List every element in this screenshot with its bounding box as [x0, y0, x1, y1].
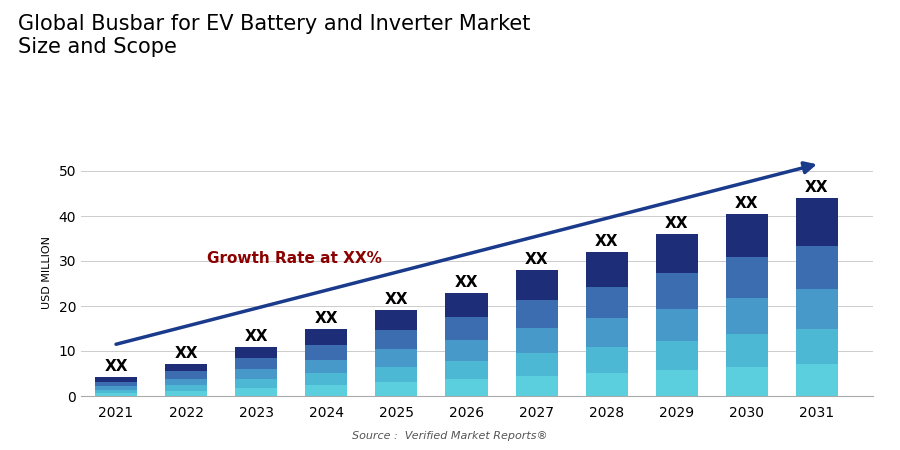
Bar	[656, 273, 698, 309]
Bar	[446, 340, 488, 361]
Text: XX: XX	[806, 180, 829, 195]
Bar	[446, 379, 488, 396]
Bar	[305, 373, 347, 385]
Bar	[656, 234, 698, 273]
Bar	[586, 347, 627, 373]
Bar	[796, 289, 838, 328]
Bar	[796, 328, 838, 364]
Bar	[165, 385, 207, 391]
Text: XX: XX	[175, 346, 198, 361]
Text: XX: XX	[104, 360, 128, 374]
Text: Source :  Verified Market Reports®: Source : Verified Market Reports®	[352, 431, 548, 441]
Bar	[235, 388, 277, 396]
Bar	[516, 353, 558, 376]
Bar	[656, 341, 698, 370]
Bar	[725, 257, 768, 297]
Bar	[586, 373, 627, 396]
Bar	[446, 317, 488, 340]
Text: XX: XX	[315, 311, 338, 326]
Bar	[446, 292, 488, 317]
Bar	[235, 369, 277, 379]
Bar	[95, 382, 137, 386]
Bar	[516, 328, 558, 353]
Bar	[235, 358, 277, 369]
Bar	[305, 328, 347, 345]
Bar	[375, 382, 418, 396]
Text: XX: XX	[665, 216, 688, 231]
Bar	[235, 346, 277, 358]
Bar	[796, 246, 838, 289]
Bar	[305, 360, 347, 373]
Bar	[586, 287, 627, 318]
Bar	[235, 379, 277, 388]
Bar	[165, 364, 207, 371]
Bar	[796, 364, 838, 396]
Bar	[725, 214, 768, 257]
Bar	[656, 309, 698, 341]
Bar	[725, 367, 768, 396]
Text: XX: XX	[454, 275, 478, 290]
Bar	[725, 334, 768, 367]
Text: XX: XX	[384, 292, 408, 307]
Y-axis label: USD MILLION: USD MILLION	[41, 236, 51, 309]
Bar	[586, 318, 627, 347]
Bar	[656, 370, 698, 396]
Bar	[375, 367, 418, 382]
Bar	[375, 330, 418, 349]
Bar	[165, 371, 207, 378]
Bar	[95, 393, 137, 396]
Bar	[516, 300, 558, 328]
Bar	[95, 386, 137, 390]
Bar	[375, 349, 418, 367]
Text: XX: XX	[595, 234, 618, 249]
Bar	[725, 297, 768, 334]
Bar	[516, 270, 558, 300]
Bar	[796, 198, 838, 246]
Bar	[375, 310, 418, 330]
Text: XX: XX	[735, 196, 759, 211]
Text: XX: XX	[245, 329, 268, 344]
Bar	[95, 377, 137, 382]
Text: XX: XX	[525, 252, 548, 267]
Bar	[305, 345, 347, 360]
Bar	[446, 361, 488, 379]
Bar	[165, 391, 207, 396]
Bar	[165, 378, 207, 385]
Text: Global Busbar for EV Battery and Inverter Market
Size and Scope: Global Busbar for EV Battery and Inverte…	[18, 14, 530, 57]
Bar	[586, 252, 627, 287]
Bar	[516, 376, 558, 396]
Bar	[305, 385, 347, 396]
Text: Growth Rate at XX%: Growth Rate at XX%	[207, 251, 382, 266]
Bar	[95, 390, 137, 393]
